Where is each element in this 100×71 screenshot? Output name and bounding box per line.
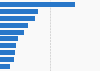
Bar xyxy=(0,57,14,62)
Bar xyxy=(0,30,24,35)
Bar xyxy=(0,50,15,55)
Bar xyxy=(0,36,18,41)
Bar xyxy=(0,43,16,48)
Bar xyxy=(0,64,10,69)
Bar xyxy=(0,9,38,14)
Bar xyxy=(0,16,35,21)
Bar xyxy=(0,2,75,7)
Bar xyxy=(0,23,28,28)
